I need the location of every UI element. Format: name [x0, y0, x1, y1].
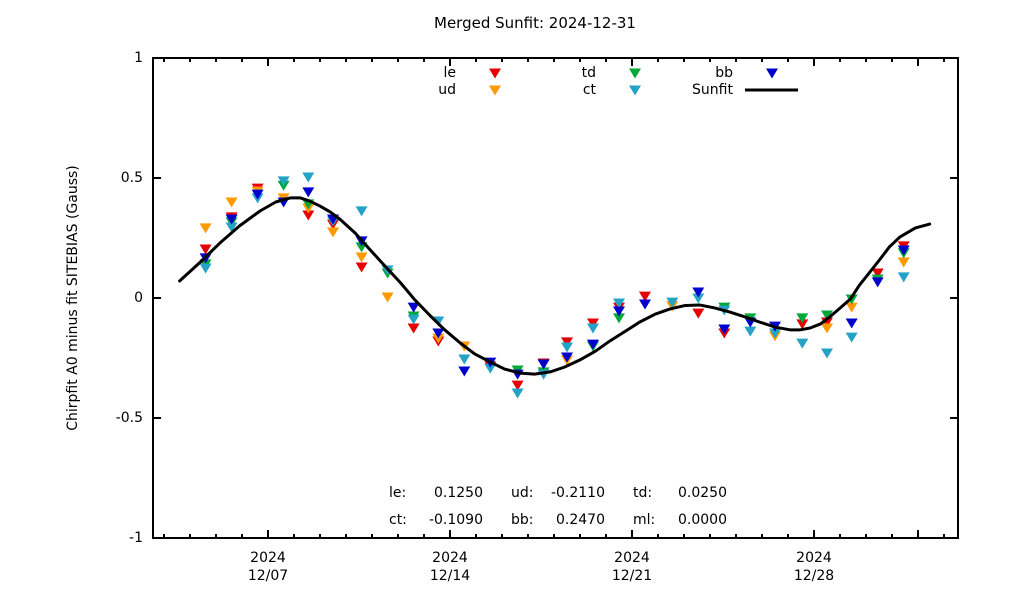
x-tick-date: 12/07: [247, 568, 289, 584]
sunfit-curve: [178, 196, 932, 376]
legend-marker-ct: [629, 85, 641, 96]
fit-stats-row-2: ct: -0.1090 bb: 0.2470 ml: 0.0000: [353, 507, 763, 534]
x-tick-label-1214: 2024 12/14: [410, 549, 490, 585]
chart-title: Merged Sunfit: 2024-12-31: [434, 14, 636, 32]
series-le: [199, 183, 910, 391]
stat-ud: ud: -0.2110: [511, 485, 605, 501]
x-tick-label-1228: 2024 12/28: [774, 549, 854, 585]
legend-label-bb: bb: [715, 65, 733, 81]
legend-label-sunfit: Sunfit: [692, 82, 733, 98]
x-tick-date: 12/14: [429, 568, 471, 584]
legend-label-le: le: [443, 65, 456, 81]
y-tick-label-0_5: 0.5: [120, 170, 143, 186]
legend-markers: [489, 68, 798, 96]
legend-marker-bb: [766, 68, 778, 79]
x-tick-date: 12/21: [611, 568, 653, 584]
axis-ticks: [153, 57, 958, 539]
fit-stats-row-1: le: 0.1250 ud: -0.2110 td: 0.0250: [353, 480, 763, 507]
legend-label-ud: ud: [438, 82, 456, 98]
x-tick-date: 12/28: [793, 568, 835, 584]
y-axis-label: Chirpfit A0 minus fit SITEBIAS (Gauss): [65, 165, 81, 431]
stat-bb: bb: 0.2470: [511, 512, 605, 528]
legend-marker-ud: [489, 85, 501, 96]
x-tick-year: 2024: [432, 550, 468, 566]
legend-marker-td: [629, 68, 641, 79]
stat-le: le: 0.1250: [389, 485, 483, 501]
x-tick-label-1207: 2024 12/07: [228, 549, 308, 585]
x-tick-year: 2024: [250, 550, 286, 566]
series-td: [199, 180, 910, 378]
y-tick-label-0: 0: [134, 290, 143, 306]
fit-stats: le: 0.1250 ud: -0.2110 td: 0.0250 ct: -0.109…: [353, 480, 763, 534]
stat-td: td: 0.0250: [633, 485, 727, 501]
legend-marker-le: [489, 68, 501, 79]
plot-border: [152, 57, 959, 539]
legend-label-td: td: [581, 65, 596, 81]
x-tick-year: 2024: [796, 550, 832, 566]
x-tick-year: 2024: [614, 550, 650, 566]
stat-ml: ml: 0.0000: [633, 512, 727, 528]
stat-ct: ct: -0.1090: [389, 512, 483, 528]
y-tick-label-1: 1: [134, 50, 143, 66]
y-tick-label-m0_5: -0.5: [115, 410, 143, 426]
legend-label-ct: ct: [582, 82, 596, 98]
y-tick-label-m1: -1: [129, 530, 143, 546]
x-tick-label-1221: 2024 12/21: [592, 549, 672, 585]
